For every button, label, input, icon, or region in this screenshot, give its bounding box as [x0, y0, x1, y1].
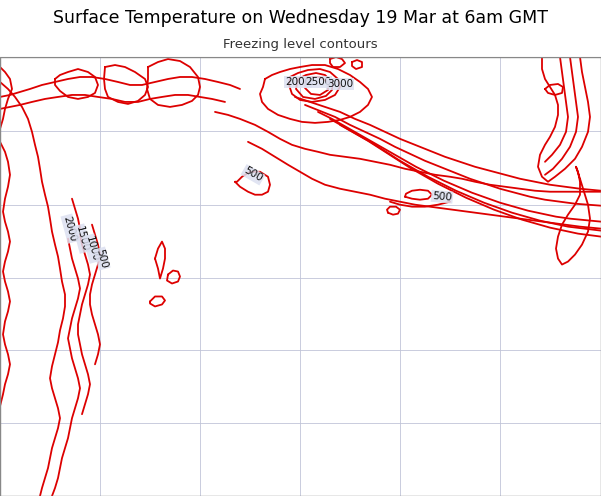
Text: 1500: 1500	[74, 225, 90, 252]
Text: 500: 500	[94, 248, 109, 269]
Text: 2500: 2500	[305, 77, 331, 87]
Text: 500: 500	[242, 166, 264, 184]
Text: 500: 500	[432, 191, 452, 202]
Text: Surface Temperature on Wednesday 19 Mar at 6am GMT: Surface Temperature on Wednesday 19 Mar …	[53, 9, 548, 27]
Text: Freezing level contours: Freezing level contours	[223, 38, 378, 51]
Text: 2000: 2000	[285, 77, 311, 87]
Text: 2000: 2000	[62, 215, 78, 243]
Text: 3000: 3000	[327, 79, 353, 89]
Text: 1000: 1000	[84, 235, 100, 262]
